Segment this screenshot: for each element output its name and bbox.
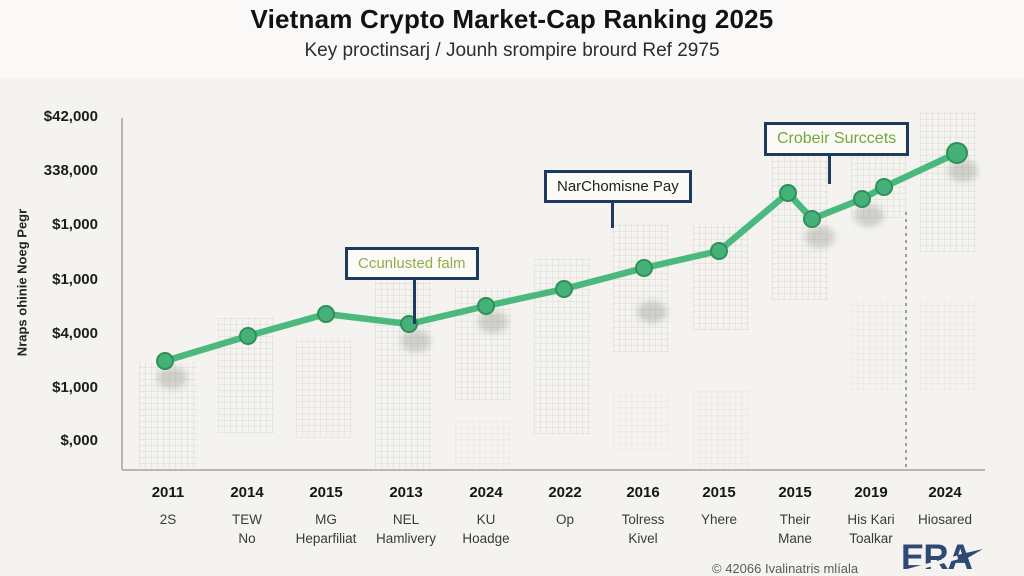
x-year: 2024 bbox=[928, 484, 962, 501]
y-tick-label: 338,000 bbox=[43, 162, 98, 179]
x-tick: 2019 His Kari Toalkar bbox=[816, 482, 926, 548]
callout-label: Ccunlusted falm bbox=[358, 255, 466, 272]
ghost-bar bbox=[693, 224, 749, 330]
callout-box: NarChomisne Pay bbox=[544, 170, 692, 203]
ghost-bar bbox=[455, 420, 511, 470]
x-tick: 2015 Their Mane bbox=[740, 482, 850, 548]
x-tick: 2015 MG Heparfiliat bbox=[271, 482, 381, 548]
x-tick: 2015 Yhere bbox=[664, 482, 774, 529]
x-tick: 2016 Tolress Kivel bbox=[588, 482, 698, 548]
x-year: 2016 bbox=[626, 484, 660, 501]
x-year: 2014 bbox=[230, 484, 264, 501]
y-tick-label: $42,000 bbox=[43, 108, 98, 125]
page-title: Vietnam Crypto Market-Cap Ranking 2025 bbox=[250, 4, 774, 34]
x-year: 2015 bbox=[778, 484, 812, 501]
ghost-bar bbox=[851, 300, 907, 390]
ghost-bar bbox=[772, 148, 828, 300]
ghost-bar bbox=[534, 258, 590, 434]
callout-leader bbox=[828, 156, 831, 184]
x-tick: 2014 TEW No bbox=[192, 482, 302, 548]
ghost-bar bbox=[375, 282, 431, 470]
callout-leader bbox=[413, 280, 416, 324]
x-tick: 2024 Hiosared bbox=[890, 482, 1000, 529]
x-year: 2022 bbox=[548, 484, 582, 501]
ghost-bar bbox=[455, 287, 511, 400]
callout-label: NarChomisne Pay bbox=[557, 178, 679, 195]
ghost-bar bbox=[920, 112, 976, 252]
y-tick-label: $1,000 bbox=[52, 379, 98, 396]
x-tick: 2024 KU Hoadge bbox=[431, 482, 541, 548]
ghost-bar bbox=[613, 390, 669, 450]
x-year: 2024 bbox=[469, 484, 503, 501]
y-tick-label: $1,000 bbox=[52, 216, 98, 233]
era-logo-slash-icon bbox=[906, 547, 990, 573]
y-tick-label: $,000 bbox=[60, 432, 98, 449]
x-year: 2015 bbox=[702, 484, 736, 501]
ghost-bar bbox=[920, 300, 976, 390]
ghost-bar bbox=[296, 338, 352, 438]
x-tick: 2013 NEL Hamlivery bbox=[351, 482, 461, 548]
copyright-text: © 42066 Ivalinatris mlíala bbox=[712, 561, 859, 576]
x-year: 2015 bbox=[309, 484, 343, 501]
x-tick: 2022 Op bbox=[510, 482, 620, 529]
y-tick-label: $1,000 bbox=[52, 271, 98, 288]
header-band bbox=[0, 0, 1024, 78]
ghost-bar bbox=[693, 390, 749, 470]
x-tick: 2011 2S bbox=[113, 482, 223, 529]
callout-box: Crobeir Surccets bbox=[764, 122, 910, 156]
y-tick-label: $4,000 bbox=[52, 325, 98, 342]
x-year: 2011 bbox=[151, 484, 185, 501]
ghost-bar bbox=[139, 362, 197, 470]
page-subtitle: Key proctinsarj / Jounh srompire brourd … bbox=[304, 40, 720, 61]
callout-box: Ccunlusted falm bbox=[345, 247, 479, 280]
x-year: 2013 bbox=[389, 484, 423, 501]
ghost-bar bbox=[613, 224, 669, 352]
x-year: 2019 bbox=[854, 484, 888, 501]
callout-leader bbox=[611, 201, 614, 228]
ghost-bar bbox=[218, 318, 274, 433]
callout-label: Crobeir Surccets bbox=[777, 130, 897, 147]
